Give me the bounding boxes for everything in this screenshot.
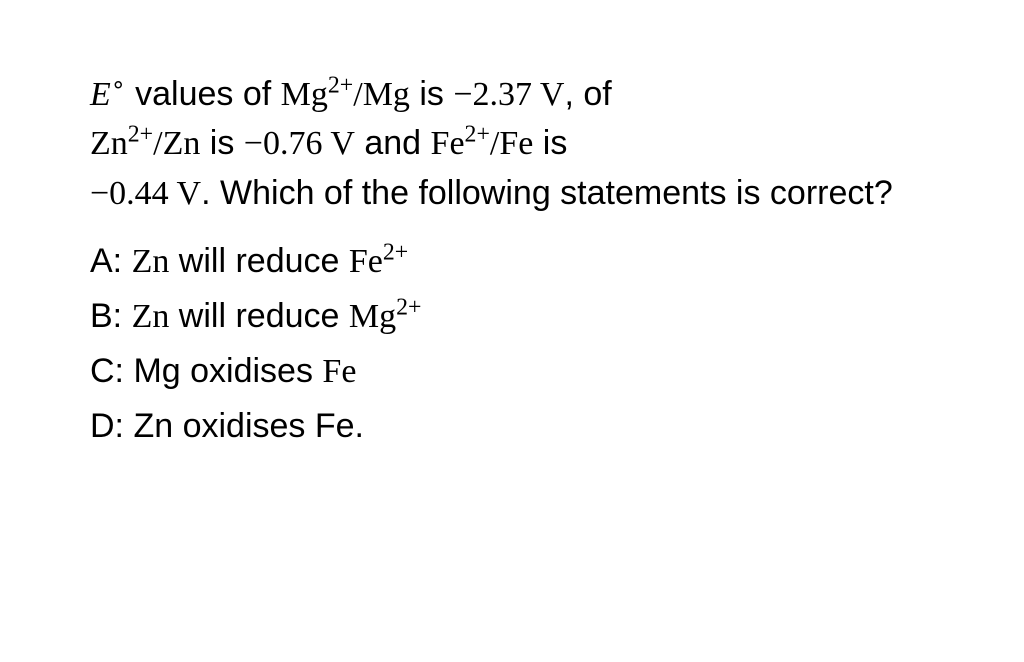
sup-2plus-2: 2+ [128, 122, 153, 148]
text-is-2: is [200, 124, 243, 162]
option-d-label: D: [90, 407, 133, 445]
option-b-sup: 2+ [396, 295, 421, 321]
zn-elem: Zn [163, 125, 201, 162]
value-3: −0.44 V [90, 175, 201, 212]
option-a-label: A: [90, 242, 132, 280]
value-2: −0.76 V [244, 125, 355, 162]
option-b-label: B: [90, 297, 132, 335]
option-d: D: Zn oxidises Fe. [90, 401, 934, 452]
option-a-mid: will reduce [169, 242, 349, 280]
sup-2plus-3: 2+ [465, 122, 490, 148]
option-c-label: C: [90, 352, 133, 390]
option-c: C: Mg oxidises Fe [90, 346, 934, 397]
option-c-text: Mg oxidises [133, 352, 322, 390]
degree-symbol: ∘ [111, 73, 126, 99]
zn-ion: Zn [90, 125, 128, 162]
mg-ion: Mg [281, 76, 328, 113]
option-b-mid: will reduce [169, 297, 349, 335]
option-a-fe: Fe [349, 243, 383, 280]
option-c-fe: Fe [322, 353, 356, 390]
question-stem: E∘ values of Mg2+/Mg is −2.37 V, of Zn2+… [90, 70, 934, 218]
sup-2plus-1: 2+ [328, 73, 353, 99]
option-b-mg: Mg [349, 298, 396, 335]
option-a: A: Zn will reduce Fe2+ [90, 236, 934, 287]
text-which: . Which of the following statements is c… [201, 174, 893, 212]
text-and: and [355, 124, 431, 162]
fe-elem: Fe [499, 125, 533, 162]
slash-3: / [490, 125, 499, 162]
text-values-of: values of [126, 75, 281, 113]
options-list: A: Zn will reduce Fe2+ B: Zn will reduce… [90, 236, 934, 452]
value-1: −2.37 V [453, 76, 564, 113]
option-a-zn: Zn [132, 243, 170, 280]
slash-2: / [153, 125, 162, 162]
option-a-sup: 2+ [383, 240, 408, 266]
text-of: , of [565, 75, 612, 113]
option-d-text: Zn oxidises Fe. [133, 407, 364, 445]
slash-1: / [353, 76, 362, 113]
mg-elem: Mg [363, 76, 410, 113]
option-b-zn: Zn [132, 298, 170, 335]
option-b: B: Zn will reduce Mg2+ [90, 291, 934, 342]
text-is-3: is [533, 124, 567, 162]
symbol-E: E [90, 76, 111, 113]
text-is-1: is [410, 75, 453, 113]
fe-ion: Fe [431, 125, 465, 162]
